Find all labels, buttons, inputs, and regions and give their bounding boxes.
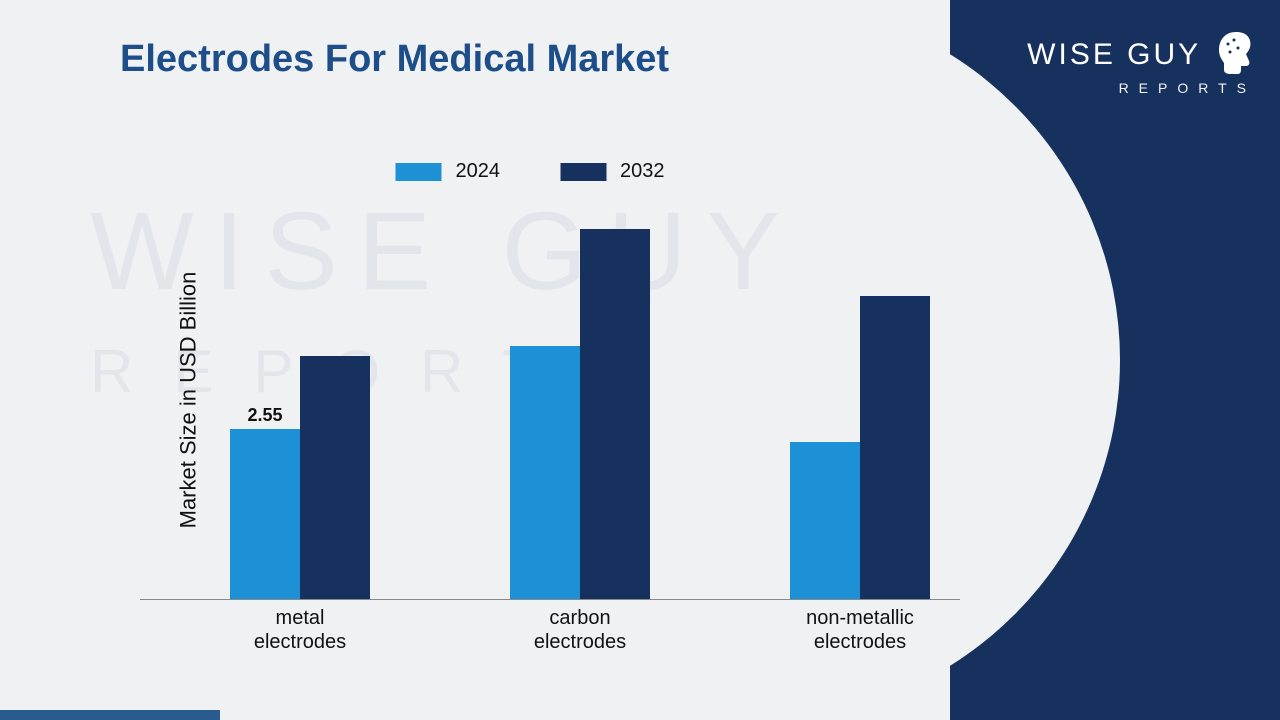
legend-label-2024: 2024 bbox=[456, 160, 501, 183]
legend-item-2024: 2024 bbox=[396, 160, 501, 183]
legend-label-2032: 2032 bbox=[620, 160, 665, 183]
category-label: carbonelectrodes bbox=[490, 606, 670, 654]
bar-2024 bbox=[790, 442, 860, 599]
bar-value-label: 2.55 bbox=[230, 405, 300, 426]
chart-title: Electrodes For Medical Market bbox=[120, 38, 669, 81]
bar-2032 bbox=[300, 356, 370, 599]
brand-logo: WISE GUY REPORTS bbox=[1027, 30, 1256, 96]
category-label: metalelectrodes bbox=[210, 606, 390, 654]
chart-canvas: WISE GUY REPORTS Electrodes For Medical … bbox=[0, 0, 1280, 720]
brand-head-icon bbox=[1216, 30, 1256, 82]
chart-area: Market Size in USD Billion 2024 2032 2.5… bbox=[100, 160, 960, 640]
right-brand-panel bbox=[950, 0, 1280, 720]
legend-swatch-2024 bbox=[396, 163, 442, 181]
bottom-accent-bar bbox=[0, 710, 220, 720]
brand-logo-main: WISE GUY bbox=[1027, 30, 1256, 82]
bar-2032 bbox=[860, 296, 930, 599]
bar-2024 bbox=[510, 346, 580, 599]
legend: 2024 2032 bbox=[396, 160, 665, 183]
legend-swatch-2032 bbox=[560, 163, 606, 181]
brand-sub-text: REPORTS bbox=[1027, 80, 1256, 96]
x-axis-labels: metalelectrodescarbonelectrodesnon-metal… bbox=[140, 600, 960, 650]
bar-2024 bbox=[230, 429, 300, 599]
legend-item-2032: 2032 bbox=[560, 160, 665, 183]
category-label: non-metallicelectrodes bbox=[770, 606, 950, 654]
bar-2032 bbox=[580, 229, 650, 599]
brand-main-text: WISE GUY bbox=[1027, 38, 1200, 71]
plot-region: 2.55 bbox=[140, 200, 960, 600]
